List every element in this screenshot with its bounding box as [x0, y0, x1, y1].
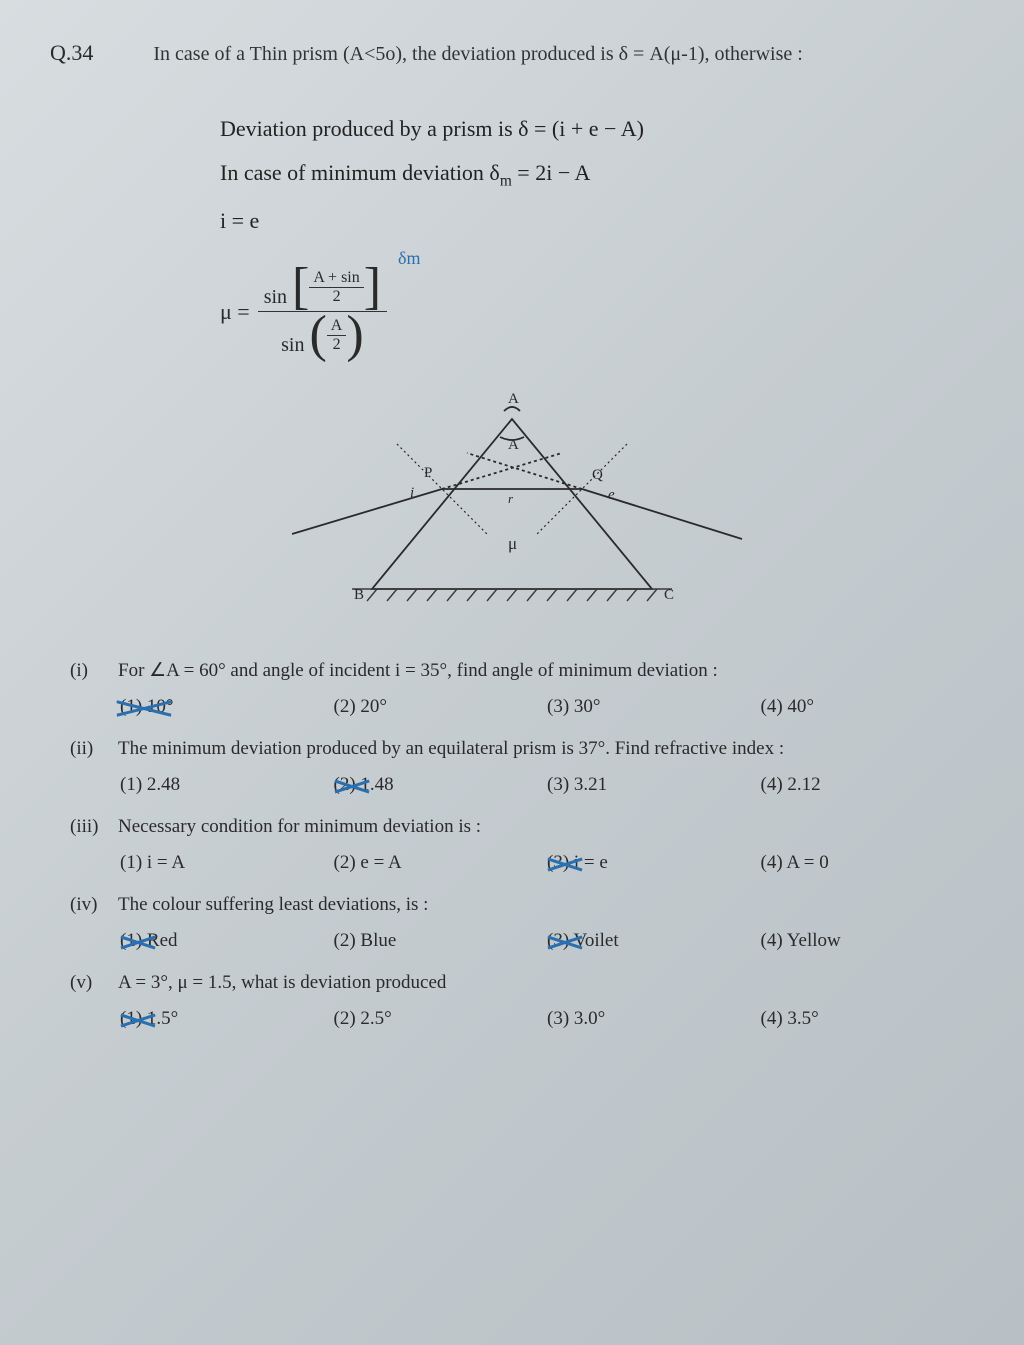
option: (2) e = A — [334, 852, 548, 874]
mu-numerator: sin [ A + sin 2 ] — [258, 264, 387, 311]
deviation-arc — [504, 407, 520, 411]
num-bracket: [ A + sin 2 ] — [292, 266, 381, 308]
delta-m-annotation: δm — [398, 248, 420, 269]
question-text: A = 3°, μ = 1.5, what is deviation produ… — [118, 972, 446, 994]
theory-line-2: In case of minimum deviation δm = 2i − A — [220, 160, 974, 190]
option: (4) 40° — [761, 696, 975, 718]
option: (1) 2.48 — [120, 774, 334, 796]
mu-lhs: μ = — [220, 299, 250, 325]
option: (3) i = e — [547, 852, 761, 874]
question-text: The colour suffering least deviations, i… — [118, 894, 428, 916]
option: (1) Red — [120, 930, 334, 952]
emergent-ray — [582, 489, 742, 539]
rbracket-icon: ] — [364, 266, 381, 308]
options-row: (1) 2.48(2) 1.48(3) 3.21(4) 2.12 — [70, 774, 974, 796]
subquestion: (iii) Necessary condition for minimum dev… — [70, 816, 974, 874]
label-mu: μ — [508, 534, 517, 553]
label-Q: Q — [592, 467, 603, 483]
question-intro: In case of a Thin prism (A<5o), the devi… — [153, 43, 802, 66]
option: (2) Blue — [334, 930, 548, 952]
option: (2) 20° — [334, 696, 548, 718]
subquestion: (iv) The colour suffering least deviation… — [70, 894, 974, 952]
label-i: i — [410, 485, 414, 501]
lbracket-icon: [ — [292, 266, 309, 308]
option: (4) Yellow — [761, 930, 975, 952]
emergent-back-ext — [467, 453, 582, 489]
option: (4) A = 0 — [761, 852, 975, 874]
label-B: B — [354, 587, 364, 603]
prism-diagram: A A P Q i e r μ B C — [252, 389, 772, 619]
sin-num: sin — [264, 286, 287, 308]
rparen-icon: ) — [346, 314, 363, 356]
question-roman: (ii) — [70, 738, 106, 760]
option: (1) i = A — [120, 852, 334, 874]
options-row: (1) i = A(2) e = A(3) i = e(4) A = 0 — [70, 852, 974, 874]
options-row: (1) 10°(2) 20°(3) 30°(4) 40° — [70, 696, 974, 718]
base-hatching — [352, 589, 672, 601]
theory-line-1: Deviation produced by a prism is δ = (i … — [220, 116, 974, 142]
theory-line-3: i = e — [220, 208, 974, 234]
option: (3) 3.21 — [547, 774, 761, 796]
theory-block: Deviation produced by a prism is δ = (i … — [220, 116, 974, 234]
label-A-top: A — [508, 391, 519, 407]
incident-ray — [292, 489, 442, 534]
lparen-icon: ( — [309, 314, 326, 356]
question-number: Q.34 — [50, 40, 93, 66]
mu-formula-block: δm μ = sin [ A + sin 2 ] — [220, 264, 974, 359]
physics-question-page: Q.34 In case of a Thin prism (A<5o), the… — [50, 40, 974, 1305]
question-line: (ii) The minimum deviation produced by an… — [70, 738, 974, 760]
option: (3) Voilet — [547, 930, 761, 952]
question-roman: (v) — [70, 972, 106, 994]
question-line: (iv) The colour suffering least deviation… — [70, 894, 974, 916]
label-r: r — [508, 491, 514, 506]
question-line: (v) A = 3°, μ = 1.5, what is deviation pr… — [70, 972, 974, 994]
question-text: Necessary condition for minimum deviatio… — [118, 816, 481, 838]
question-text: For ∠A = 60° and angle of incident i = 3… — [118, 659, 718, 682]
subquestions-list: (i) For ∠A = 60° and angle of incident i … — [50, 659, 974, 1030]
subquestion: (i) For ∠A = 60° and angle of incident i … — [70, 659, 974, 718]
option: (3) 3.0° — [547, 1008, 761, 1030]
option: (1) 1.5° — [120, 1008, 334, 1030]
option: (2) 1.48 — [334, 774, 548, 796]
label-A-angle: A — [508, 437, 519, 453]
theory-line2-sub: m — [500, 172, 512, 189]
option: (4) 2.12 — [761, 774, 975, 796]
den-bracket: ( A 2 ) — [309, 314, 363, 356]
mu-main-fraction: sin [ A + sin 2 ] sin ( — [258, 264, 387, 359]
option: (1) 10° — [120, 696, 334, 718]
options-row: (1) Red(2) Blue(3) Voilet(4) Yellow — [70, 930, 974, 952]
num-inner-bot: 2 — [329, 288, 345, 306]
question-text: The minimum deviation produced by an equ… — [118, 738, 784, 760]
den-inner-frac: A 2 — [327, 317, 347, 354]
label-P: P — [424, 465, 432, 481]
theory-line2-prefix: In case of minimum deviation δ — [220, 160, 500, 185]
question-roman: (i) — [70, 660, 106, 682]
question-roman: (iii) — [70, 816, 106, 838]
subquestion: (v) A = 3°, μ = 1.5, what is deviation pr… — [70, 972, 974, 1030]
question-line: (iii) Necessary condition for minimum dev… — [70, 816, 974, 838]
label-C: C — [664, 587, 674, 603]
question-line: (i) For ∠A = 60° and angle of incident i … — [70, 659, 974, 682]
prism-diagram-container: A A P Q i e r μ B C — [50, 389, 974, 619]
question-header: Q.34 In case of a Thin prism (A<5o), the… — [50, 40, 974, 66]
mu-denominator: sin ( A 2 ) — [275, 312, 370, 359]
num-inner-frac: A + sin 2 — [309, 269, 363, 306]
den-inner-top: A — [327, 317, 347, 335]
option: (4) 3.5° — [761, 1008, 975, 1030]
option: (3) 30° — [547, 696, 761, 718]
sin-den: sin — [281, 334, 304, 356]
den-inner-bot: 2 — [329, 336, 345, 354]
theory-line2-suffix: = 2i − A — [512, 160, 591, 185]
label-e: e — [608, 487, 615, 503]
options-row: (1) 1.5°(2) 2.5°(3) 3.0°(4) 3.5° — [70, 1008, 974, 1030]
subquestion: (ii) The minimum deviation produced by an… — [70, 738, 974, 796]
num-inner-top: A + sin — [309, 269, 363, 287]
question-roman: (iv) — [70, 894, 106, 916]
mu-formula: μ = sin [ A + sin 2 ] — [220, 264, 387, 359]
option: (2) 2.5° — [334, 1008, 548, 1030]
